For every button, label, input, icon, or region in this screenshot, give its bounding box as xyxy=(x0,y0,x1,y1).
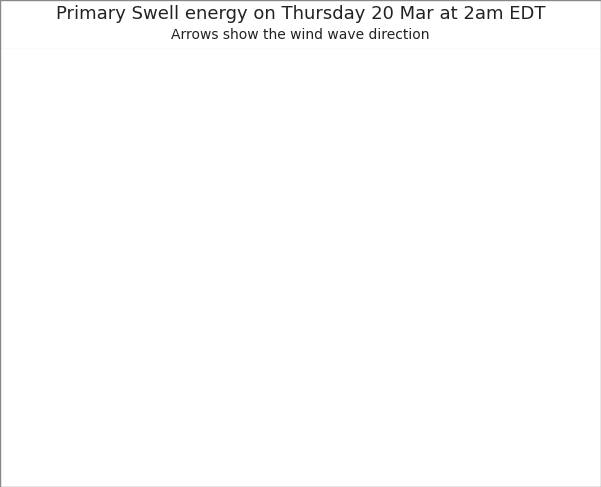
Text: Arrows show the wind wave direction: Arrows show the wind wave direction xyxy=(171,28,430,42)
Text: Canada Primary Swell Energy Map
(cartopy required for full render): Canada Primary Swell Energy Map (cartopy… xyxy=(181,253,420,283)
Text: Primary Swell energy on Thursday 20 Mar at 2am EDT: Primary Swell energy on Thursday 20 Mar … xyxy=(56,5,545,22)
